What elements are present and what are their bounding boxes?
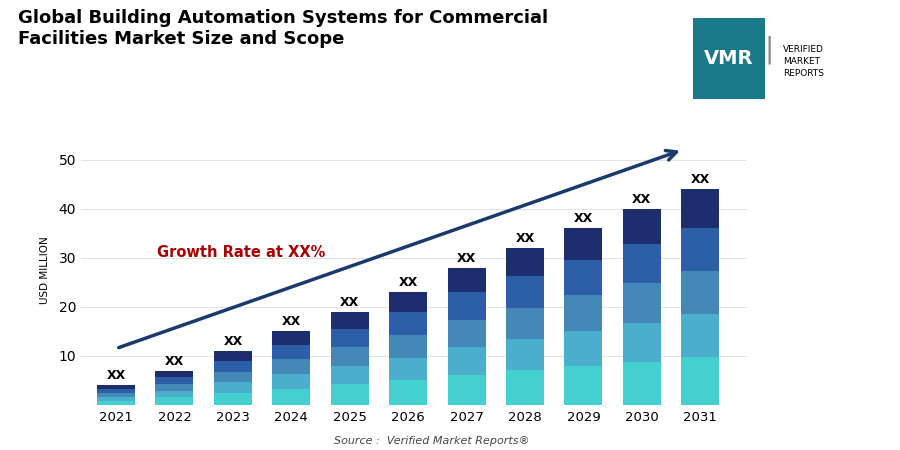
Bar [330, 312, 369, 328]
Bar [273, 345, 310, 360]
Bar [447, 268, 486, 292]
Text: XX: XX [574, 212, 593, 225]
Bar [447, 375, 486, 405]
Bar [156, 384, 194, 391]
Bar [447, 320, 486, 347]
Text: VMR: VMR [704, 49, 754, 68]
Bar [330, 384, 369, 405]
Text: Global Building Automation Systems for Commercial
Facilities Market Size and Sco: Global Building Automation Systems for C… [18, 9, 548, 48]
Bar [447, 292, 486, 320]
Text: XX: XX [632, 193, 652, 206]
Bar [564, 260, 602, 296]
Bar [623, 244, 661, 283]
Bar [389, 292, 428, 312]
Bar [156, 391, 194, 397]
Bar [97, 385, 135, 389]
Bar [564, 228, 602, 260]
Text: XX: XX [106, 369, 126, 382]
Text: XX: XX [223, 335, 242, 348]
Text: XX: XX [690, 173, 710, 186]
Bar [156, 377, 194, 384]
Bar [681, 314, 719, 357]
Bar [273, 331, 310, 345]
Bar [681, 228, 719, 271]
Bar [273, 374, 310, 389]
Bar [156, 371, 194, 377]
Bar [506, 308, 544, 339]
Bar [623, 283, 661, 323]
Bar [506, 276, 544, 308]
Bar [623, 323, 661, 362]
Bar [447, 347, 486, 375]
Bar [681, 271, 719, 314]
Bar [623, 209, 661, 244]
Bar [506, 248, 544, 276]
Bar [564, 296, 602, 331]
Bar [97, 397, 135, 400]
Bar [564, 366, 602, 405]
Bar [214, 372, 252, 382]
Y-axis label: USD MILLION: USD MILLION [40, 236, 50, 304]
Bar [97, 393, 135, 397]
Text: |: | [765, 36, 774, 64]
Text: Source :  Verified Market Reports®: Source : Verified Market Reports® [334, 436, 530, 446]
Bar [214, 351, 252, 361]
Bar [506, 339, 544, 370]
Bar [389, 335, 428, 358]
Bar [681, 357, 719, 405]
Bar [214, 361, 252, 372]
Bar [330, 328, 369, 347]
Text: XX: XX [282, 315, 301, 328]
Bar [214, 382, 252, 393]
Text: XX: XX [457, 252, 476, 265]
Bar [273, 389, 310, 405]
Bar [564, 331, 602, 366]
Bar [214, 393, 252, 405]
Bar [97, 400, 135, 405]
Text: XX: XX [516, 232, 535, 245]
Bar [623, 362, 661, 405]
Bar [389, 312, 428, 335]
Bar [273, 360, 310, 374]
Bar [506, 370, 544, 405]
Text: VERIFIED
MARKET
REPORTS: VERIFIED MARKET REPORTS [783, 45, 824, 77]
Bar [389, 358, 428, 380]
Bar [681, 189, 719, 228]
Text: Growth Rate at XX%: Growth Rate at XX% [157, 245, 325, 260]
Text: XX: XX [399, 276, 418, 289]
Bar [330, 366, 369, 384]
Bar [330, 347, 369, 366]
Bar [389, 380, 428, 405]
Bar [97, 389, 135, 393]
Text: XX: XX [165, 355, 184, 368]
Text: XX: XX [340, 296, 359, 309]
Bar [156, 397, 194, 405]
